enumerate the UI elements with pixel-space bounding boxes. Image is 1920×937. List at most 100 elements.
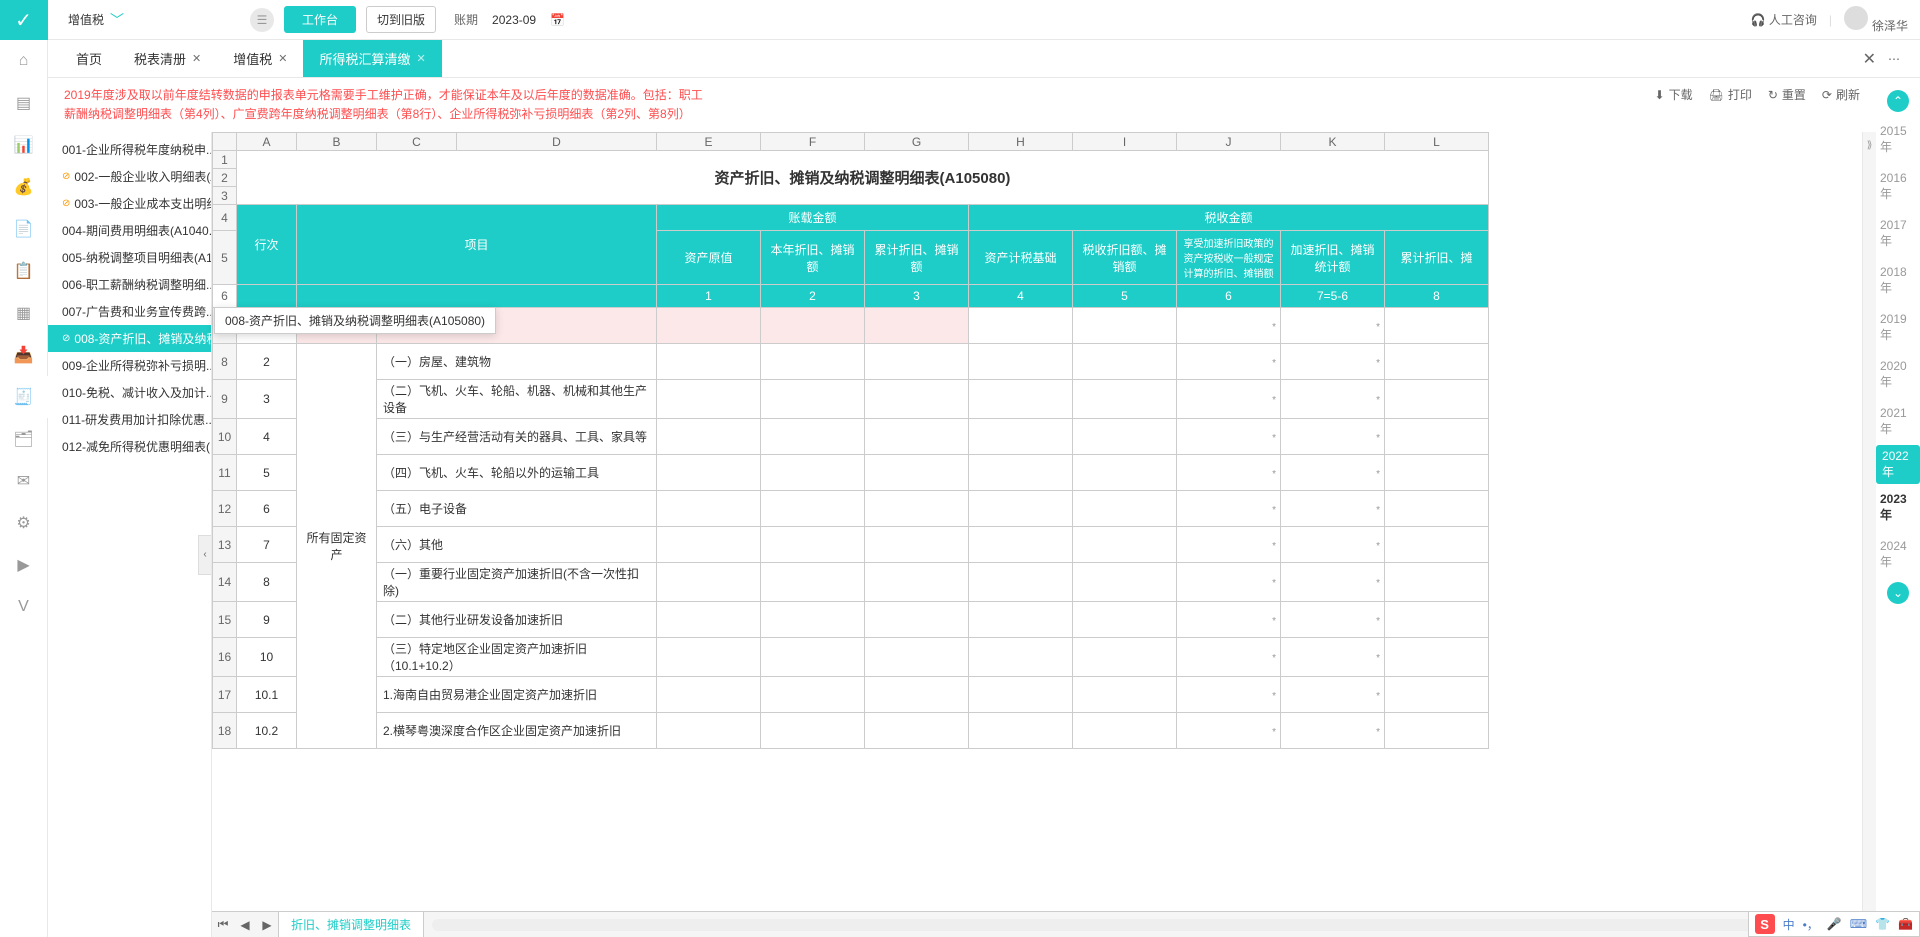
data-cell[interactable]: [1073, 308, 1177, 344]
nav-inbox-icon[interactable]: 📥: [0, 334, 48, 376]
data-cell[interactable]: [865, 344, 969, 380]
row-header[interactable]: 12: [213, 491, 237, 527]
data-cell[interactable]: [1385, 344, 1489, 380]
data-cell[interactable]: [1073, 491, 1177, 527]
data-cell[interactable]: *: [1177, 380, 1281, 419]
data-cell[interactable]: [969, 638, 1073, 677]
data-cell[interactable]: [969, 455, 1073, 491]
item-label[interactable]: （六）其他: [377, 527, 657, 563]
support-button[interactable]: 🎧 人工咨询: [1751, 11, 1817, 28]
year-item[interactable]: 2019年: [1876, 304, 1920, 351]
data-cell[interactable]: [865, 602, 969, 638]
workspace-button[interactable]: 工作台: [284, 6, 356, 33]
data-cell[interactable]: [865, 638, 969, 677]
row-header[interactable]: 3: [213, 187, 237, 205]
close-icon[interactable]: ✕: [417, 52, 426, 65]
data-cell[interactable]: *: [1281, 527, 1385, 563]
col-header[interactable]: C: [377, 133, 457, 151]
tree-item[interactable]: ⊘008-资产折旧、摊销及纳税...: [48, 325, 211, 352]
data-cell[interactable]: *: [1281, 713, 1385, 749]
year-item[interactable]: 2020年: [1876, 351, 1920, 398]
row-header[interactable]: 18: [213, 713, 237, 749]
row-header[interactable]: 8: [213, 344, 237, 380]
tree-item[interactable]: 012-减免所得税优惠明细表(...: [48, 433, 211, 460]
data-cell[interactable]: [969, 419, 1073, 455]
data-cell[interactable]: [865, 527, 969, 563]
horizontal-scrollbar[interactable]: [432, 919, 1854, 931]
item-label[interactable]: （五）电子设备: [377, 491, 657, 527]
col-header[interactable]: H: [969, 133, 1073, 151]
data-cell[interactable]: [761, 713, 865, 749]
tree-item[interactable]: 004-期间费用明细表(A1040...: [48, 217, 211, 244]
ime-logo-icon[interactable]: S: [1755, 914, 1775, 934]
nav-table-icon[interactable]: ▦: [0, 292, 48, 334]
data-cell[interactable]: [1073, 677, 1177, 713]
data-cell[interactable]: [1385, 308, 1489, 344]
tab-more-button[interactable]: ⋯: [1880, 48, 1908, 70]
data-cell[interactable]: [1073, 527, 1177, 563]
ime-keyboard-icon[interactable]: ⌨: [1850, 917, 1867, 931]
nav-report-icon[interactable]: 📋: [0, 250, 48, 292]
data-cell[interactable]: [865, 713, 969, 749]
data-cell[interactable]: [657, 602, 761, 638]
year-item[interactable]: 2015年: [1876, 116, 1920, 163]
year-down-button[interactable]: ⌄: [1887, 582, 1909, 604]
data-cell[interactable]: [969, 491, 1073, 527]
nav-doc-icon[interactable]: ▤: [0, 82, 48, 124]
data-cell[interactable]: *: [1281, 380, 1385, 419]
data-cell[interactable]: *: [1177, 491, 1281, 527]
tree-item[interactable]: 007-广告费和业务宣传费跨...: [48, 298, 211, 325]
row-header[interactable]: 1: [213, 151, 237, 169]
refresh-button[interactable]: ⟳ 刷新: [1822, 86, 1860, 103]
data-cell[interactable]: [1073, 563, 1177, 602]
sheet-scroll[interactable]: ABCDEFGHIJKL1资产折旧、摊销及纳税调整明细表(A105080)234…: [212, 132, 1862, 911]
row-header[interactable]: 5: [213, 231, 237, 285]
corner-cell[interactable]: [213, 133, 237, 151]
tree-item[interactable]: 011-研发费用加计扣除优惠...: [48, 406, 211, 433]
data-cell[interactable]: [1073, 602, 1177, 638]
data-cell[interactable]: [761, 638, 865, 677]
user-menu[interactable]: 徐泽华: [1844, 6, 1908, 34]
data-cell[interactable]: *: [1281, 638, 1385, 677]
data-cell[interactable]: [761, 455, 865, 491]
data-cell[interactable]: [1073, 455, 1177, 491]
item-label[interactable]: 1.海南自由贸易港企业固定资产加速折旧: [377, 677, 657, 713]
nav-chart-icon[interactable]: 📊: [0, 124, 48, 166]
close-icon[interactable]: ✕: [192, 52, 201, 65]
year-item[interactable]: 2021年: [1876, 398, 1920, 445]
tab-home[interactable]: 首页: [60, 40, 118, 77]
year-item[interactable]: 2024年: [1876, 531, 1920, 578]
sheet-nav-prev[interactable]: ◀: [234, 918, 256, 932]
item-label[interactable]: 2.横琴粤澳深度合作区企业固定资产加速折旧: [377, 713, 657, 749]
row-header[interactable]: 11: [213, 455, 237, 491]
data-cell[interactable]: [1385, 602, 1489, 638]
data-cell[interactable]: *: [1177, 527, 1281, 563]
data-cell[interactable]: [657, 491, 761, 527]
data-cell[interactable]: [1385, 638, 1489, 677]
data-cell[interactable]: [865, 563, 969, 602]
nav-home-icon[interactable]: ⌂: [0, 40, 48, 82]
data-cell[interactable]: [657, 308, 761, 344]
ime-punct-icon[interactable]: •，: [1803, 916, 1819, 933]
row-header[interactable]: 17: [213, 677, 237, 713]
data-cell[interactable]: [1385, 380, 1489, 419]
nav-archive-icon[interactable]: 🗂: [0, 418, 48, 460]
item-label[interactable]: （四）飞机、火车、轮船以外的运输工具: [377, 455, 657, 491]
col-header[interactable]: B: [297, 133, 377, 151]
nav-tax-icon[interactable]: 🧾: [0, 376, 48, 418]
tree-item[interactable]: 010-免税、减计收入及加计...: [48, 379, 211, 406]
data-cell[interactable]: [1385, 419, 1489, 455]
data-cell[interactable]: [865, 455, 969, 491]
nav-mail-icon[interactable]: ✉: [0, 460, 48, 502]
col-header[interactable]: E: [657, 133, 761, 151]
row-header[interactable]: 2: [213, 169, 237, 187]
tree-item[interactable]: 005-纳税调整项目明细表(A1...: [48, 244, 211, 271]
close-icon[interactable]: ✕: [278, 52, 287, 65]
item-label[interactable]: （二）其他行业研发设备加速折旧: [377, 602, 657, 638]
reset-button[interactable]: ↻ 重置: [1768, 86, 1806, 103]
data-cell[interactable]: [1073, 344, 1177, 380]
data-cell[interactable]: [969, 602, 1073, 638]
data-cell[interactable]: [761, 563, 865, 602]
right-panel-toggle[interactable]: ⟫: [1862, 132, 1876, 937]
data-cell[interactable]: [657, 419, 761, 455]
